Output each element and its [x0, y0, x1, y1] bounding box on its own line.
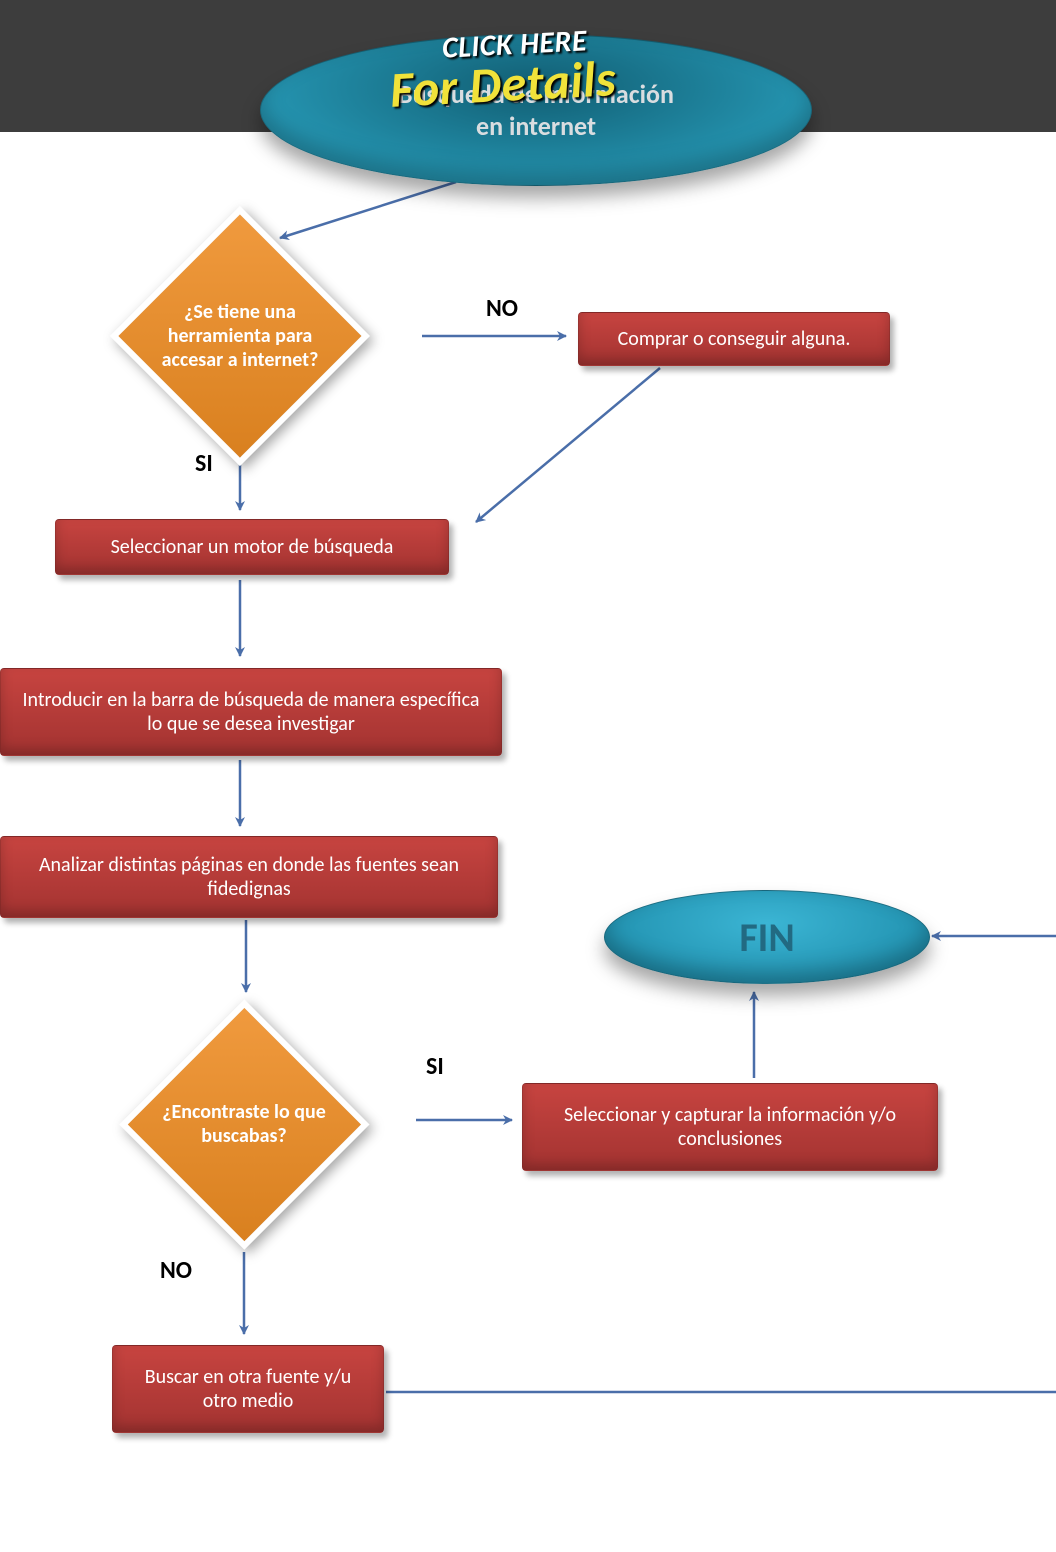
- decision-decision1: ¿Se tiene una herramienta para accesar a…: [148, 244, 332, 428]
- decision-label: ¿Encontraste lo que buscabas?: [154, 1100, 334, 1148]
- process-capture: Seleccionar y capturar la información y/…: [522, 1083, 938, 1171]
- process-select_engine: Seleccionar un motor de búsqueda: [55, 519, 449, 575]
- decision-decision2: ¿Encontraste lo que buscabas?: [156, 1036, 333, 1213]
- process-label: Introducir en la barra de búsqueda de ma…: [15, 688, 487, 736]
- decision-label: ¿Se tiene una herramienta para accesar a…: [146, 300, 333, 372]
- flowchart-canvas: Búsqueda de informaciónen internet¿Se ti…: [0, 0, 1056, 1552]
- process-other_source: Buscar en otra fuente y/u otro medio: [112, 1345, 384, 1433]
- branch-label-no: NO: [486, 294, 518, 323]
- connector-layer: [0, 0, 1056, 1552]
- cta-for-details[interactable]: For Details: [389, 48, 618, 121]
- process-analyze: Analizar distintas páginas en donde las …: [0, 836, 498, 918]
- terminator-fin: FIN: [604, 890, 930, 984]
- branch-label-si: SI: [426, 1052, 444, 1081]
- process-buy: Comprar o conseguir alguna.: [578, 312, 890, 366]
- process-label: Seleccionar un motor de búsqueda: [111, 535, 394, 559]
- process-label: Buscar en otra fuente y/u otro medio: [127, 1365, 369, 1413]
- process-enter_query: Introducir en la barra de búsqueda de ma…: [0, 668, 502, 756]
- connector-arrow: [280, 182, 456, 238]
- process-label: Seleccionar y capturar la información y/…: [537, 1103, 923, 1151]
- branch-label-no: NO: [160, 1256, 192, 1285]
- process-label: Comprar o conseguir alguna.: [618, 327, 851, 351]
- terminator-label: FIN: [739, 913, 794, 962]
- branch-label-si: SI: [195, 449, 213, 478]
- connector-arrow: [476, 368, 660, 522]
- process-label: Analizar distintas páginas en donde las …: [15, 853, 483, 901]
